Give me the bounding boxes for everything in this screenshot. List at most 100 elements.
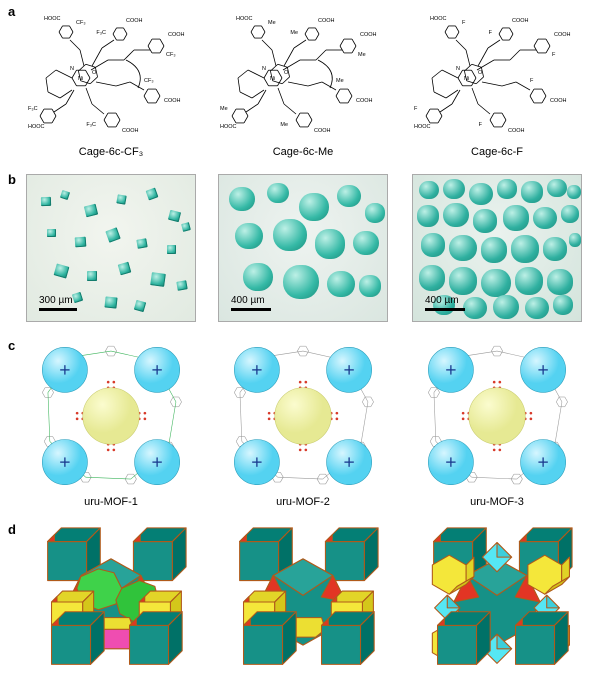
crystal [525,297,549,319]
crystal [243,263,273,291]
chem-caption-2: Cage-6c-F [412,146,582,162]
crystal [118,262,132,276]
svg-text:F₃C: F₃C [28,106,38,112]
crystal [515,267,543,295]
chem-structure-2: COOHFCOOHFHOOCFHOOCFCOOHFCOOHFNiNO [412,2,582,146]
svg-text:COOH: COOH [126,18,143,24]
crystal [315,229,345,259]
crystal [469,183,493,205]
crystal [75,237,87,248]
crystal [87,271,97,281]
scalebar-line [39,308,77,311]
crystal [176,280,187,291]
svg-text:COOH: COOH [122,128,139,134]
svg-text:O: O [478,70,483,76]
scalebar: 400 µm [425,295,465,311]
crystal [150,272,166,287]
crystal [105,227,120,242]
svg-text:HOOC: HOOC [44,16,61,22]
svg-text:O: O [284,70,289,76]
crystal [359,275,381,297]
svg-text:COOH: COOH [360,32,377,38]
chem-caption-1: Cage-6c-Me [218,146,388,162]
svg-text:F₃C: F₃C [96,30,106,36]
svg-text:Me: Me [220,106,228,112]
crystal [463,297,487,319]
crystal [449,235,477,261]
crystal [443,203,469,227]
crystal [473,209,497,233]
svg-text:COOH: COOH [508,128,525,134]
svg-text:F: F [479,122,483,128]
crystal [365,203,385,223]
scalebar-label: 400 µm [425,295,459,306]
svg-text:COOH: COOH [356,98,373,104]
crystal [47,229,56,237]
crystal [299,193,329,221]
crystal [543,237,567,261]
crystal [419,265,445,291]
crystal [481,269,511,297]
svg-text:Me: Me [290,30,298,36]
crystal [116,194,126,204]
crystal [553,295,573,315]
mof-structure-2 [412,336,582,496]
panel-label-d: d [8,522,16,537]
svg-text:F: F [462,20,466,26]
crystal [497,179,517,199]
crystal [104,296,117,308]
crystal [353,231,379,255]
svg-text:O: O [92,70,97,76]
crystal [273,219,307,251]
crystal [235,223,263,249]
crystal [547,269,573,295]
chem-caption-0: Cage-6c-CF₃ [26,146,196,162]
svg-text:COOH: COOH [168,32,185,38]
crystal [134,300,146,312]
mof-structure-0 [26,336,196,496]
svg-text:COOH: COOH [164,98,181,104]
svg-text:HOOC: HOOC [28,124,45,130]
tiling-1 [218,524,388,680]
crystal [136,238,147,249]
crystal [493,295,519,319]
crystal [146,188,159,201]
crystal [449,267,477,295]
row-b: b 300 µm400 µm400 µm [0,170,600,326]
row-c: c uru-MOF-1uru-MOF-2uru-MOF-3 [0,336,600,512]
crystal [283,265,319,299]
svg-text:Ni: Ni [464,76,469,82]
svg-text:N: N [70,66,74,72]
mof-caption-1: uru-MOF-2 [218,496,388,514]
crystal [229,187,255,211]
crystal [60,190,70,200]
scalebar: 400 µm [231,295,271,311]
svg-text:N: N [456,66,460,72]
svg-text:F: F [489,30,493,36]
crystal [569,233,581,247]
svg-text:Ni: Ni [78,76,83,82]
crystal [567,185,581,199]
micrograph-0: 300 µm [26,174,196,322]
crystal [561,205,579,223]
svg-text:HOOC: HOOC [220,124,237,130]
crystal [167,245,176,254]
svg-text:HOOC: HOOC [236,16,253,22]
crystal [443,179,465,199]
crystal [533,207,557,229]
row-d: d [0,520,600,684]
mof-caption-2: uru-MOF-3 [412,496,582,514]
svg-text:Ni: Ni [270,76,275,82]
tiling-0 [26,524,196,680]
crystal [511,235,539,263]
mof-caption-0: uru-MOF-1 [26,496,196,514]
svg-text:Me: Me [280,122,288,128]
scalebar-line [425,308,465,311]
crystal [337,185,361,207]
scalebar-label: 300 µm [39,295,73,306]
svg-text:COOH: COOH [512,18,529,24]
crystal [327,271,355,297]
svg-text:HOOC: HOOC [430,16,447,22]
scalebar-line [231,308,271,311]
svg-text:CF₃: CF₃ [166,52,176,58]
